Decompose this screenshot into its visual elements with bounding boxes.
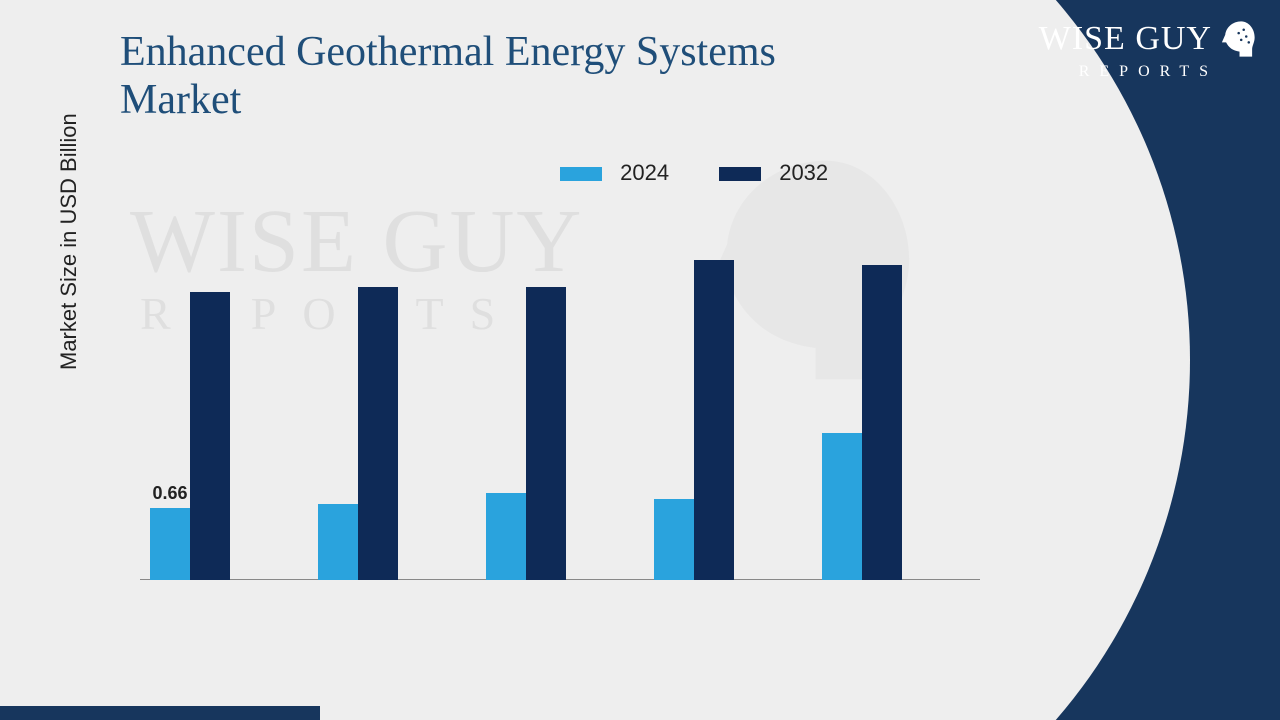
y-axis-label: Market Size in USD Billion [56, 113, 82, 370]
legend-item-2024: 2024 [560, 160, 669, 186]
head-icon [1216, 18, 1258, 60]
bar-2024 [822, 433, 862, 580]
legend-item-2032: 2032 [719, 160, 828, 186]
brand-line2: REPORTS [1039, 64, 1258, 80]
footer-accent-bar [0, 706, 320, 720]
brand-line1: WISE GUY [1039, 22, 1212, 56]
bar-2032 [358, 287, 398, 580]
bar-2032 [694, 260, 734, 580]
bar-2024 [318, 504, 358, 580]
legend-swatch-2024 [560, 167, 602, 181]
right-brand-panel [960, 0, 1280, 720]
legend-label-2024: 2024 [620, 160, 669, 185]
bar-2024 [486, 493, 526, 580]
bar-2032 [190, 292, 230, 580]
legend-label-2032: 2032 [779, 160, 828, 185]
page-root: WISE GUY REPORTS Enhanced Geothermal Ene… [0, 0, 1280, 720]
bar-2032 [526, 287, 566, 580]
legend: 2024 2032 [560, 160, 828, 186]
legend-swatch-2032 [719, 167, 761, 181]
bar-chart: Market Size in USD Billion 2024 2032 0.6… [90, 160, 990, 700]
bar-2032 [862, 265, 902, 580]
bar-2024 [150, 508, 190, 580]
plot-area: 0.66NORTH AMERICAEUROPESOUTH AMERICAASIA… [140, 200, 980, 580]
bar-2024 [654, 499, 694, 580]
brand-logo: WISE GUY REPORTS [1039, 18, 1258, 80]
chart-title: Enhanced Geothermal Energy Systems Marke… [120, 28, 880, 125]
